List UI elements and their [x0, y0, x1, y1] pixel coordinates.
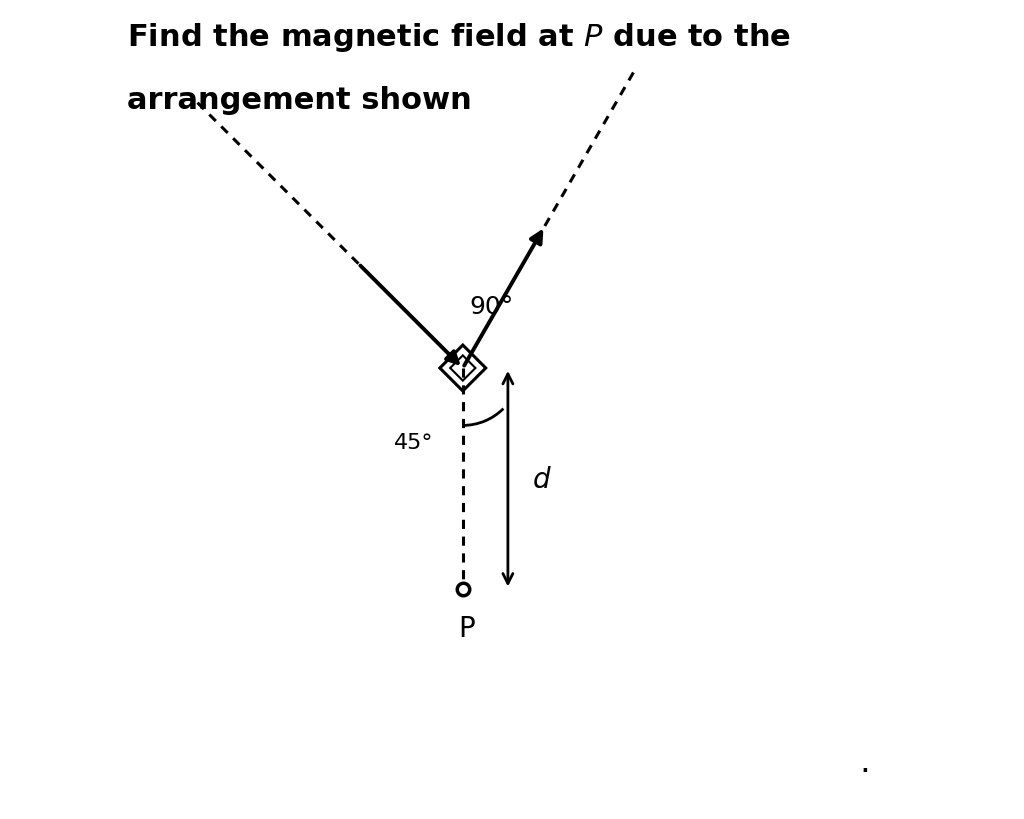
Text: .: .	[859, 745, 870, 778]
Text: d: d	[532, 465, 550, 493]
Text: 45°: 45°	[394, 432, 433, 452]
Text: 90°: 90°	[469, 295, 514, 319]
Text: Find the magnetic field at $P$ due to the: Find the magnetic field at $P$ due to th…	[127, 20, 791, 53]
Text: arrangement shown: arrangement shown	[127, 86, 471, 115]
Text: P: P	[459, 614, 475, 642]
